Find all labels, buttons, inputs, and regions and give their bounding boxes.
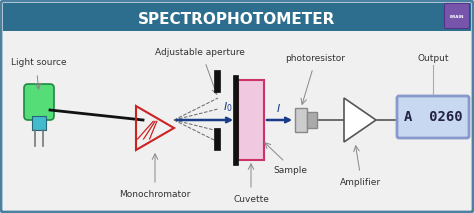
Polygon shape: [344, 98, 376, 142]
Text: BRAIN: BRAIN: [450, 14, 464, 19]
Text: Amplifier: Amplifier: [339, 178, 381, 187]
Text: Output: Output: [417, 54, 449, 63]
Text: Sample: Sample: [273, 166, 307, 175]
Text: SPECTROPHOTOMETER: SPECTROPHOTOMETER: [138, 12, 336, 26]
Bar: [238, 80, 264, 160]
Text: photoresistor: photoresistor: [285, 54, 345, 63]
Bar: [233, 75, 238, 165]
Bar: [295, 108, 307, 132]
Bar: [307, 112, 317, 128]
Bar: [32, 116, 46, 130]
Bar: [214, 70, 220, 92]
Text: $I_0$: $I_0$: [223, 100, 233, 114]
Text: Monochromator: Monochromator: [119, 190, 191, 199]
Text: Adjustable aperture: Adjustable aperture: [155, 48, 245, 57]
Text: $I$: $I$: [275, 102, 281, 114]
Text: Cuvette: Cuvette: [233, 195, 269, 204]
FancyBboxPatch shape: [397, 96, 469, 138]
FancyBboxPatch shape: [445, 3, 470, 29]
FancyBboxPatch shape: [24, 84, 54, 120]
Text: A  0260: A 0260: [404, 110, 462, 124]
Bar: [214, 128, 220, 150]
Bar: [3, 3, 471, 31]
Text: Light source: Light source: [11, 58, 67, 67]
